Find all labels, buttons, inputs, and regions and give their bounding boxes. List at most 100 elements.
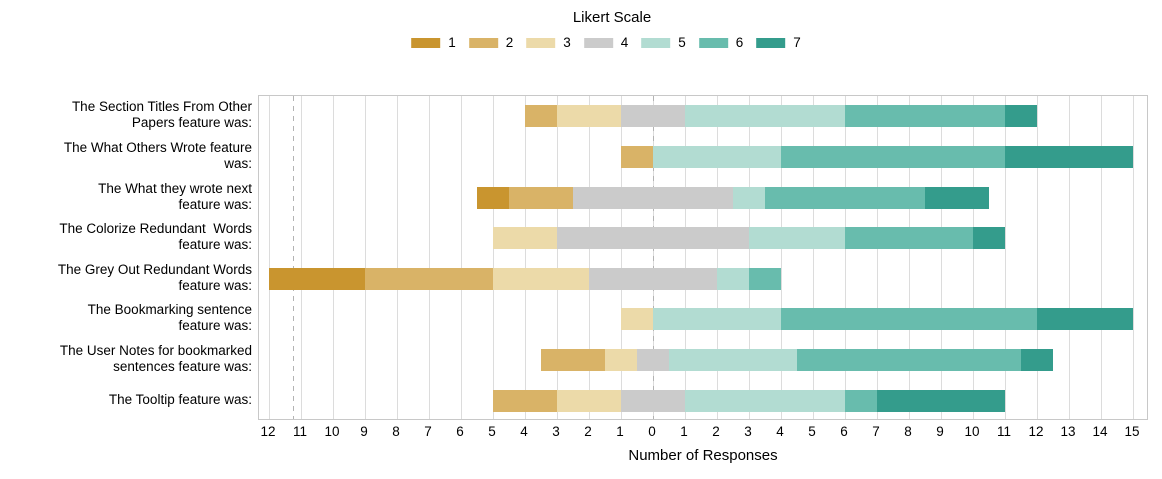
gridline-x--4	[525, 96, 526, 419]
x-tick-label-8: 8	[904, 424, 912, 439]
legend-entry-label: 6	[735, 35, 744, 50]
bar-segment-likert-2	[493, 389, 557, 412]
bar-segment-likert-3	[605, 349, 637, 372]
gridline-x-5	[813, 96, 814, 419]
gridline-x--9	[365, 96, 366, 419]
bar-segment-likert-4	[573, 186, 733, 209]
gridline-x--3	[557, 96, 558, 419]
legend-entry-7: 7	[756, 35, 801, 50]
legend-entry-label: 7	[793, 35, 801, 50]
legend-entry-3: 3	[526, 35, 571, 50]
bar-segment-likert-7	[1021, 349, 1053, 372]
x-tick-label-10: 10	[964, 424, 980, 439]
bar-segment-likert-5	[685, 389, 845, 412]
bar-segment-likert-4	[557, 227, 749, 250]
bar-segment-likert-2	[621, 145, 653, 168]
gridline-x-15	[1133, 96, 1134, 419]
legend-entry-1: 1	[411, 35, 456, 50]
x-tick-label--7: 7	[424, 424, 432, 439]
x-tick-label-3: 3	[744, 424, 752, 439]
x-axis-title: Number of Responses	[628, 447, 778, 464]
x-tick-label-6: 6	[840, 424, 848, 439]
bar-segment-likert-6	[781, 145, 1005, 168]
x-tick-label-1: 1	[680, 424, 688, 439]
bar-segment-likert-5	[749, 227, 845, 250]
y-axis-labels: The Section Titles From Other Papers fea…	[0, 95, 252, 420]
bar-segment-likert-7	[925, 186, 989, 209]
bar-segment-likert-3	[621, 308, 653, 331]
y-category-label-7: The Tooltip feature was:	[108, 391, 252, 407]
x-tick-label--9: 9	[360, 424, 368, 439]
y-category-label-1: The What Others Wrote feature was:	[63, 139, 252, 171]
bar-segment-likert-7	[877, 389, 1005, 412]
x-tick-label-4: 4	[776, 424, 784, 439]
x-tick-label--10: 10	[324, 424, 340, 439]
x-axis-tick-labels: 12 11 10 9 8 7 6 5 4 3 2 1 0 1 2 3 4 5 6 7 8 9 10 11 12 13 14 15	[258, 424, 1148, 442]
gridline-x-13	[1069, 96, 1070, 419]
bar-segment-likert-2	[541, 349, 605, 372]
x-tick-label-5: 5	[808, 424, 816, 439]
legend-entry-6: 6	[698, 35, 744, 50]
gridline-x-3	[749, 96, 750, 419]
reference-line-1	[653, 96, 654, 419]
bar-segment-likert-6	[845, 227, 973, 250]
legend-title: Likert Scale	[572, 9, 652, 26]
legend-entry-label: 4	[620, 35, 629, 50]
y-category-label-3: The Colorize Redundant Words feature was…	[59, 221, 252, 253]
bar-segment-likert-5	[653, 308, 781, 331]
x-tick-label-11: 11	[996, 424, 1012, 439]
gridline-x-1	[685, 96, 686, 419]
legend-swatch-icon	[468, 37, 498, 48]
bar-segment-likert-6	[749, 267, 781, 290]
legend-entry-label: 5	[678, 35, 686, 50]
bar-segment-likert-3	[493, 267, 589, 290]
bar-segment-likert-7	[1037, 308, 1133, 331]
gridline-x-9	[941, 96, 942, 419]
x-tick-label--4: 4	[520, 424, 528, 439]
gridline-x--11	[301, 96, 302, 419]
gridline-x--6	[461, 96, 462, 419]
bar-segment-likert-3	[493, 227, 557, 250]
bar-segment-likert-6	[781, 308, 1037, 331]
bar-segment-likert-6	[797, 349, 1021, 372]
y-category-label-6: The User Notes for bookmarked sentences …	[59, 343, 252, 375]
legend-swatch-icon	[641, 37, 671, 48]
bar-segment-likert-5	[733, 186, 765, 209]
bar-segment-likert-6	[845, 389, 877, 412]
x-tick-label-0: 0	[648, 424, 656, 439]
y-category-label-5: The Bookmarking sentence feature was:	[87, 302, 252, 334]
bar-segment-likert-3	[557, 389, 621, 412]
gridline-x--1	[621, 96, 622, 419]
gridline-x-2	[717, 96, 718, 419]
x-tick-label--11: 11	[292, 424, 308, 439]
legend-entry-5: 5	[641, 35, 686, 50]
legend-swatch-icon	[698, 37, 728, 48]
gridline-x-11	[1005, 96, 1006, 419]
bar-segment-likert-2	[365, 267, 493, 290]
x-tick-label-13: 13	[1060, 424, 1076, 439]
gridline-x-7	[877, 96, 878, 419]
bar-segment-likert-5	[717, 267, 749, 290]
bar-segment-likert-2	[525, 105, 557, 128]
legend-swatch-icon	[526, 37, 556, 48]
bar-segment-likert-5	[669, 349, 797, 372]
bar-segment-likert-5	[653, 145, 781, 168]
x-tick-label-7: 7	[872, 424, 880, 439]
plot-area	[258, 95, 1148, 420]
legend-entry-label: 1	[448, 35, 456, 50]
legend-entry-4: 4	[583, 35, 629, 50]
x-tick-label--2: 2	[584, 424, 592, 439]
x-tick-label-2: 2	[712, 424, 720, 439]
gridline-x-6	[845, 96, 846, 419]
bar-segment-likert-4	[621, 389, 685, 412]
y-category-label-0: The Section Titles From Other Papers fea…	[71, 99, 252, 131]
x-tick-label--5: 5	[488, 424, 496, 439]
bar-segment-likert-4	[637, 349, 669, 372]
legend-swatch-icon	[411, 37, 441, 48]
bar-segment-likert-3	[557, 105, 621, 128]
x-tick-label--12: 12	[260, 424, 276, 439]
bar-segment-likert-6	[845, 105, 1005, 128]
legend: 1 2 3 4 5 6 7	[411, 35, 801, 50]
bar-segment-likert-4	[621, 105, 685, 128]
